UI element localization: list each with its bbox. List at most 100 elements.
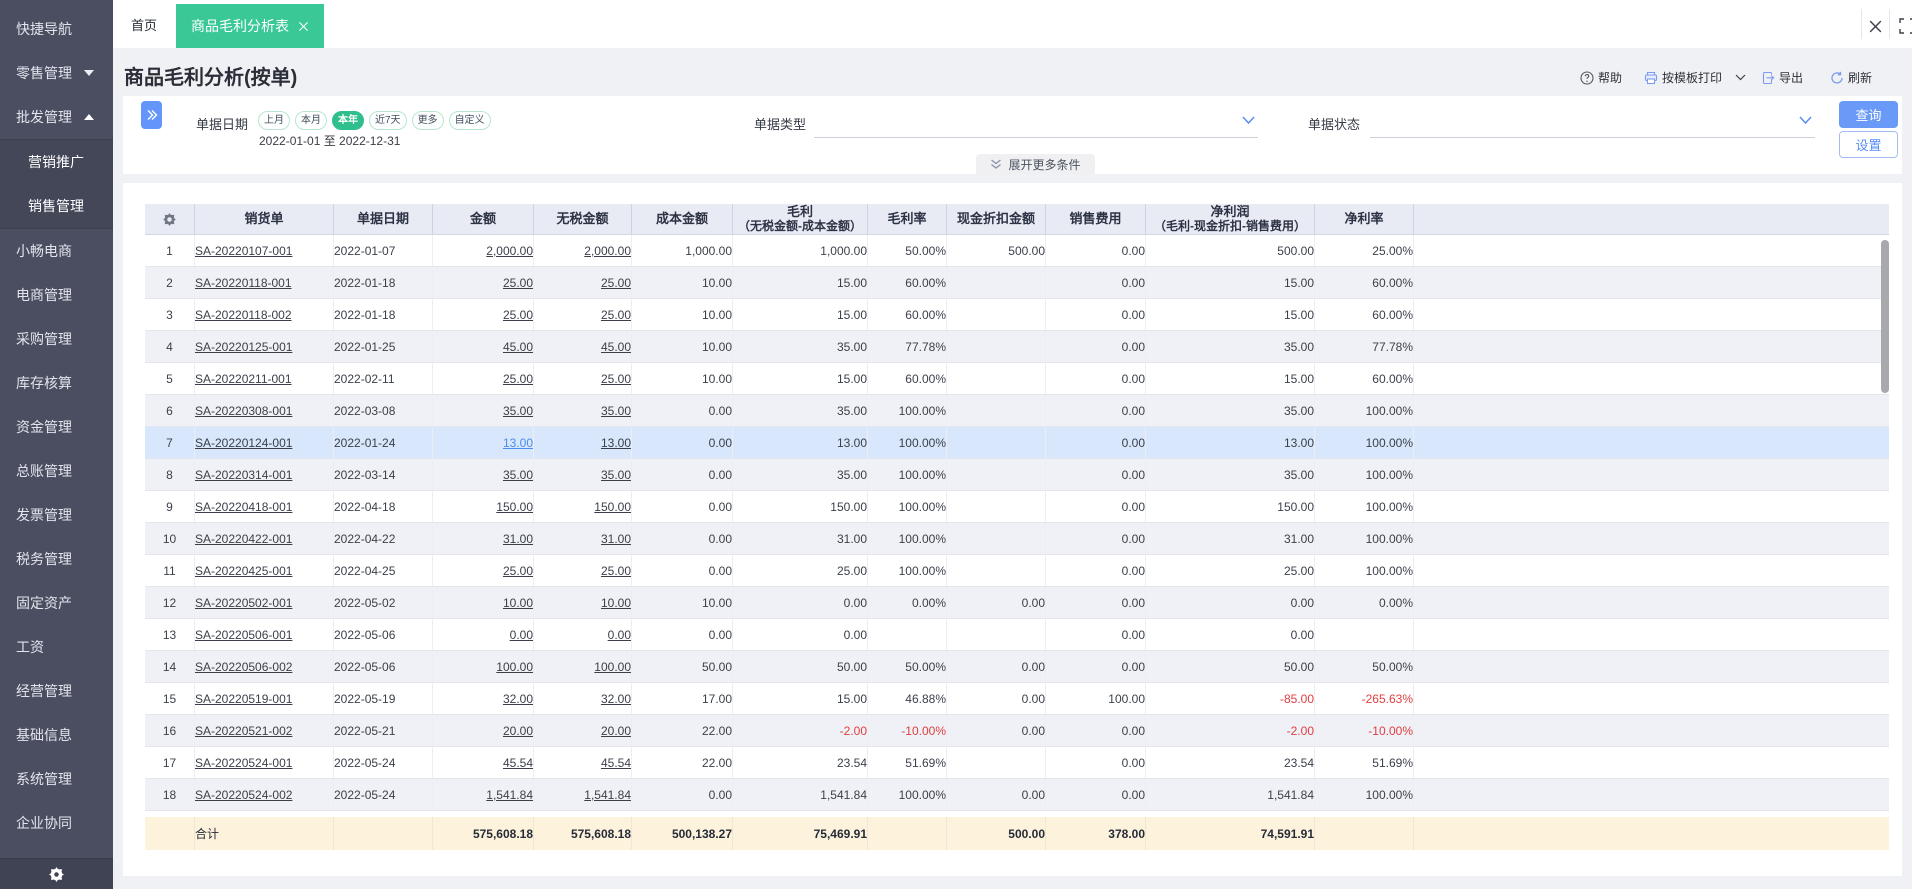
table-row[interactable]: 4 SA-20220125-001 2022-01-25 45.00 45.00 10.0… — [145, 331, 1889, 363]
sidebar-item[interactable]: 工资 — [16, 639, 44, 655]
sidebar-settings-button[interactable] — [0, 858, 113, 889]
export-button[interactable]: 导出 — [1761, 69, 1803, 86]
amount-cell[interactable]: 150.00 — [433, 491, 534, 523]
table-row[interactable]: 16 SA-20220521-002 2022-05-21 20.00 20.00 22.… — [145, 715, 1889, 747]
sales-order-link[interactable]: SA-20220524-002 — [195, 779, 334, 811]
amount-cell[interactable]: 35.00 — [433, 395, 534, 427]
untaxed-cell[interactable]: 35.00 — [534, 459, 632, 491]
untaxed-cell[interactable]: 20.00 — [534, 715, 632, 747]
sidebar-subitem[interactable]: 销售管理 — [28, 198, 84, 214]
sales-order-link[interactable]: SA-20220524-001 — [195, 747, 334, 779]
sidebar-item[interactable]: 固定资产 — [16, 595, 72, 611]
untaxed-cell[interactable]: 1,541.84 — [534, 779, 632, 811]
untaxed-cell[interactable]: 45.00 — [534, 331, 632, 363]
sidebar-item[interactable]: 小畅电商 — [16, 243, 72, 259]
amount-cell[interactable]: 35.00 — [433, 459, 534, 491]
doc-type-select[interactable] — [814, 101, 1258, 138]
amount-cell[interactable]: 100.00 — [433, 651, 534, 683]
sales-order-link[interactable]: SA-20220124-001 — [195, 427, 334, 459]
untaxed-cell[interactable]: 45.54 — [534, 747, 632, 779]
amount-cell[interactable]: 25.00 — [433, 299, 534, 331]
tab-close-icon[interactable] — [298, 21, 309, 32]
sidebar-item[interactable]: 发票管理 — [16, 507, 72, 523]
sales-order-link[interactable]: SA-20220521-002 — [195, 715, 334, 747]
table-row[interactable]: 12 SA-20220502-001 2022-05-02 10.00 10.00 10.… — [145, 587, 1889, 619]
untaxed-cell[interactable]: 35.00 — [534, 395, 632, 427]
sales-order-link[interactable]: SA-20220118-002 — [195, 299, 334, 331]
amount-cell[interactable]: 1,541.84 — [433, 779, 534, 811]
untaxed-cell[interactable]: 10.00 — [534, 587, 632, 619]
table-row[interactable]: 10 SA-20220422-001 2022-04-22 31.00 31.00 0.0… — [145, 523, 1889, 555]
column-header[interactable]: 销售费用 — [1046, 204, 1146, 235]
sales-order-link[interactable]: SA-20220211-001 — [195, 363, 334, 395]
refresh-button[interactable]: 刷新 — [1830, 69, 1872, 86]
sales-order-link[interactable]: SA-20220314-001 — [195, 459, 334, 491]
table-row[interactable]: 7 SA-20220124-001 2022-01-24 13.00 13.00 0.00… — [145, 427, 1889, 459]
column-header[interactable]: 单据日期 — [334, 204, 433, 235]
close-all-tabs-icon[interactable] — [1868, 19, 1883, 34]
sales-order-link[interactable]: SA-20220519-001 — [195, 683, 334, 715]
sidebar-item[interactable]: 系统管理 — [16, 771, 72, 787]
column-header[interactable]: 成本金额 — [632, 204, 733, 235]
table-row[interactable]: 14 SA-20220506-002 2022-05-06 100.00 100.00 5… — [145, 651, 1889, 683]
column-header[interactable]: 净利率 — [1315, 204, 1414, 235]
help-button[interactable]: 帮助 — [1580, 69, 1622, 86]
print-by-template-button[interactable]: 按模板打印 — [1644, 69, 1746, 86]
table-row[interactable]: 13 SA-20220506-001 2022-05-06 0.00 0.00 0.00 0… — [145, 619, 1889, 651]
table-row[interactable]: 1 SA-20220107-001 2022-01-07 2,000.00 2,000.… — [145, 235, 1889, 267]
amount-cell[interactable]: 13.00 — [433, 427, 534, 459]
untaxed-cell[interactable]: 100.00 — [534, 651, 632, 683]
sidebar-item[interactable]: 企业协同 — [16, 815, 72, 831]
amount-cell[interactable]: 32.00 — [433, 683, 534, 715]
amount-cell[interactable]: 10.00 — [433, 587, 534, 619]
untaxed-cell[interactable]: 13.00 — [534, 427, 632, 459]
untaxed-cell[interactable]: 31.00 — [534, 523, 632, 555]
untaxed-cell[interactable]: 25.00 — [534, 299, 632, 331]
expand-more-conditions-button[interactable]: 展开更多条件 — [976, 154, 1095, 174]
fullscreen-icon[interactable] — [1899, 18, 1912, 34]
sidebar-item[interactable]: 基础信息 — [16, 727, 72, 743]
sidebar-item[interactable]: 采购管理 — [16, 331, 72, 347]
date-pill[interactable]: 更多 — [411, 111, 444, 130]
sales-order-link[interactable]: SA-20220425-001 — [195, 555, 334, 587]
untaxed-cell[interactable]: 25.00 — [534, 267, 632, 299]
untaxed-cell[interactable]: 0.00 — [534, 619, 632, 651]
sidebar-item[interactable]: 快捷导航 — [16, 21, 72, 37]
table-row[interactable]: 11 SA-20220425-001 2022-04-25 25.00 25.00 0.0… — [145, 555, 1889, 587]
untaxed-cell[interactable]: 25.00 — [534, 363, 632, 395]
amount-cell[interactable]: 25.00 — [433, 555, 534, 587]
table-row[interactable]: 18 SA-20220524-002 2022-05-24 1,541.84 1,541… — [145, 779, 1889, 811]
date-pill[interactable]: 近7天 — [369, 111, 407, 130]
column-header[interactable]: 毛利率 — [868, 204, 947, 235]
vertical-scrollbar-thumb[interactable] — [1881, 240, 1889, 393]
table-row[interactable]: 17 SA-20220524-001 2022-05-24 45.54 45.54 22.… — [145, 747, 1889, 779]
sidebar-subitem[interactable]: 营销推广 — [28, 154, 84, 170]
amount-cell[interactable]: 31.00 — [433, 523, 534, 555]
sales-order-link[interactable]: SA-20220118-001 — [195, 267, 334, 299]
column-header[interactable] — [145, 204, 195, 235]
amount-cell[interactable]: 20.00 — [433, 715, 534, 747]
sales-order-link[interactable]: SA-20220422-001 — [195, 523, 334, 555]
untaxed-cell[interactable]: 150.00 — [534, 491, 632, 523]
date-pill[interactable]: 本月 — [295, 111, 327, 130]
column-header[interactable]: 无税金额 — [534, 204, 632, 235]
column-header[interactable]: 现金折扣金额 — [947, 204, 1046, 235]
table-row[interactable]: 9 SA-20220418-001 2022-04-18 150.00 150.00 0.… — [145, 491, 1889, 523]
collapse-filter-button[interactable] — [141, 101, 162, 129]
doc-status-select[interactable] — [1370, 101, 1815, 138]
sidebar-item[interactable]: 库存核算 — [16, 375, 72, 391]
settings-button[interactable]: 设置 — [1839, 131, 1898, 158]
sales-order-link[interactable]: SA-20220418-001 — [195, 491, 334, 523]
sales-order-link[interactable]: SA-20220107-001 — [195, 235, 334, 267]
sales-order-link[interactable]: SA-20220506-001 — [195, 619, 334, 651]
sales-order-link[interactable]: SA-20220308-001 — [195, 395, 334, 427]
date-pill[interactable]: 自定义 — [448, 111, 491, 130]
sidebar-item[interactable]: 税务管理 — [16, 551, 72, 567]
sales-order-link[interactable]: SA-20220502-001 — [195, 587, 334, 619]
date-range-value[interactable]: 2022-01-01 至 2022-12-31 — [259, 134, 401, 148]
sidebar-item[interactable]: 电商管理 — [16, 287, 72, 303]
untaxed-cell[interactable]: 32.00 — [534, 683, 632, 715]
print-dropdown-icon[interactable] — [1735, 74, 1746, 81]
table-row[interactable]: 15 SA-20220519-001 2022-05-19 32.00 32.00 17.… — [145, 683, 1889, 715]
table-row[interactable]: 3 SA-20220118-002 2022-01-18 25.00 25.00 10.0… — [145, 299, 1889, 331]
